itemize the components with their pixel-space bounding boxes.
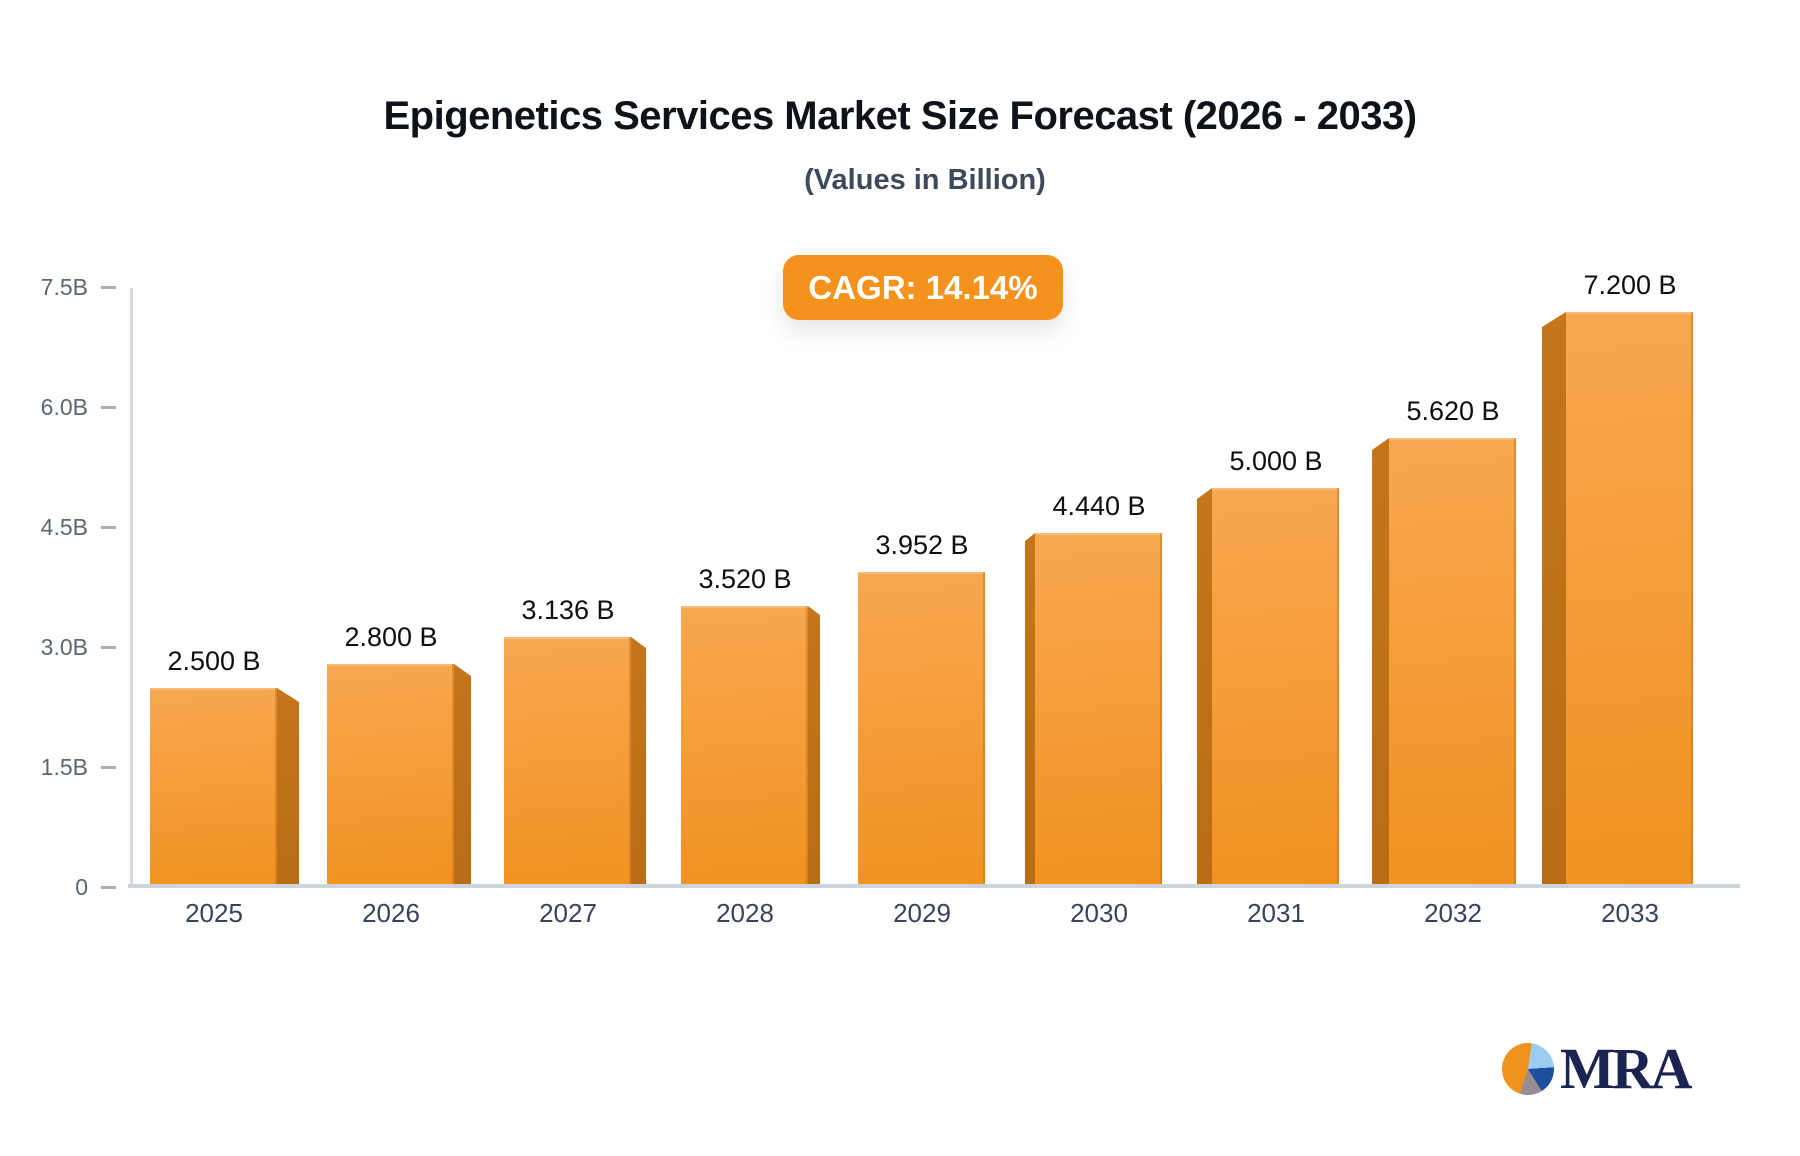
bar [858,572,985,888]
x-category-label: 2028 [716,898,774,928]
bar-value-label: 5.620 B [1406,396,1500,426]
x-category-label: 2027 [539,898,597,928]
chart-subtitle: (Values in Billion) [804,164,1046,196]
bar-value-label: 3.520 B [698,564,792,594]
y-tick-label: 3.0B [40,634,88,660]
x-category-label: 2029 [893,898,951,928]
y-tick-mark [101,766,116,769]
bar-value-label: 3.136 B [521,595,615,625]
y-tick-label: 0 [75,874,88,900]
bar-side-face [631,637,646,888]
bar-side-face [1197,488,1212,888]
bar-value-label: 2.500 B [167,646,261,676]
bar-side-face [454,664,471,888]
chart-title: Epigenetics Services Market Size Forecas… [383,94,1417,138]
bar-value-label: 7.200 B [1583,270,1677,300]
y-tick-label: 4.5B [40,514,88,540]
bar-side-face [1025,533,1035,888]
bar-value-label: 5.000 B [1229,446,1323,476]
x-category-label: 2025 [185,898,243,928]
bar [1035,533,1162,888]
y-tick-label: 6.0B [40,394,88,420]
bar-value-label: 2.800 B [344,622,438,652]
x-category-label: 2033 [1601,898,1659,928]
bar [681,606,808,888]
y-tick-mark [101,526,116,529]
y-tick-mark [101,286,116,289]
x-category-label: 2031 [1247,898,1305,928]
x-category-label: 2032 [1424,898,1482,928]
bar [150,688,277,888]
bar [504,637,631,888]
bar [327,664,454,888]
bar [1212,488,1339,888]
y-tick-mark [101,406,116,409]
y-tick-mark [101,646,116,649]
bar [1389,438,1516,888]
bar-side-face [1372,438,1389,888]
y-tick-label: 7.5B [40,274,88,300]
brand-logo: MRA [1502,1036,1693,1101]
bar-side-face [277,688,299,888]
bar-side-face [1542,312,1566,888]
cagr-badge: CAGR: 14.14% [783,255,1063,320]
x-axis-line [128,884,1740,888]
y-tick-label: 1.5B [40,754,88,780]
bar-side-face [808,606,820,888]
logo-pie-icon [1502,1043,1554,1095]
bar [1566,312,1693,888]
y-axis-line [130,288,133,888]
bar-value-label: 4.440 B [1052,491,1146,521]
x-category-label: 2026 [362,898,420,928]
logo-text: MRA [1560,1036,1693,1101]
bar-value-label: 3.952 B [875,530,969,560]
x-category-label: 2030 [1070,898,1128,928]
y-tick-mark [101,886,116,889]
